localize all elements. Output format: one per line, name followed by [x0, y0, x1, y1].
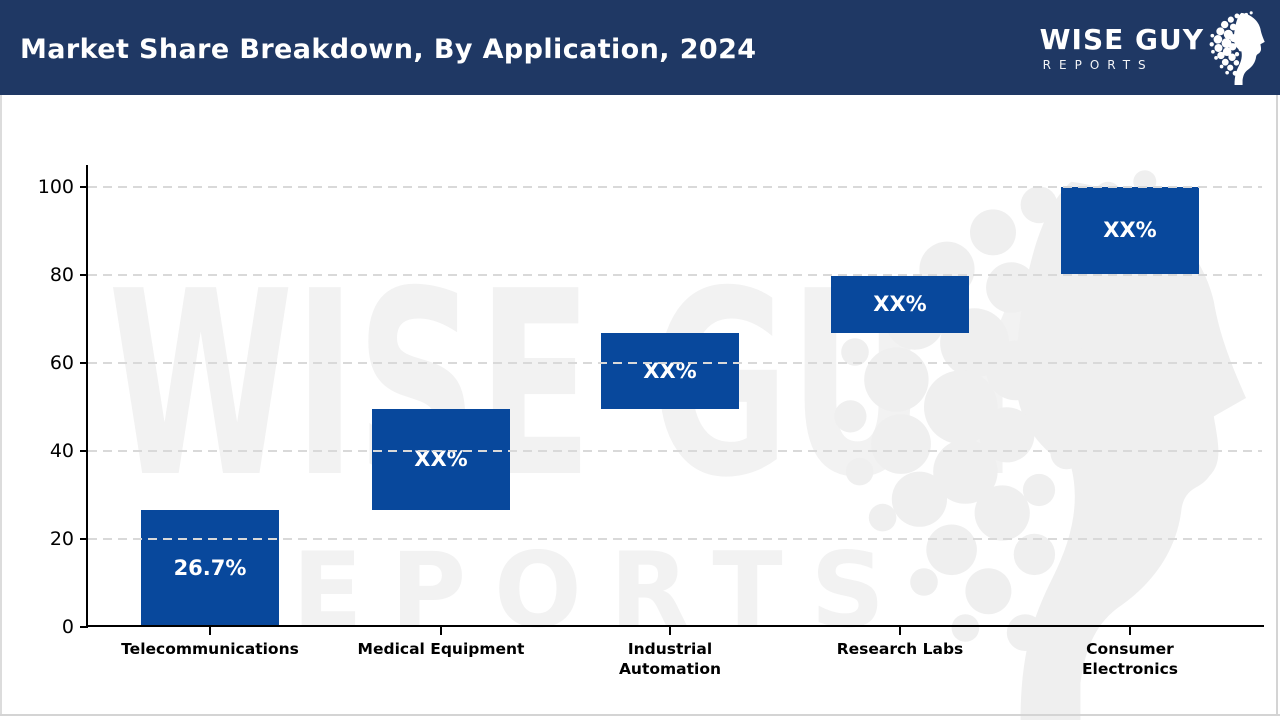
y-tick-label: 60 [49, 352, 74, 374]
bar-3: XX% [831, 275, 969, 333]
y-tick-mark [80, 538, 88, 540]
y-tick-label: 20 [49, 528, 74, 550]
category-label-4: Consumer Electronics [1081, 640, 1179, 678]
y-tick-mark [80, 274, 88, 276]
x-tick-mark [440, 627, 442, 635]
watermark-head-icon [834, 170, 1246, 720]
logo-wordmark: WISE GUY [1039, 22, 1204, 56]
logo-subtitle: REPORTS [1042, 57, 1154, 72]
page-bottom-border [0, 714, 1280, 716]
y-tick-label: 40 [49, 440, 74, 462]
gridline-40 [88, 450, 1262, 452]
category-label-3: Research Labs [836, 640, 964, 658]
gridline-100 [88, 186, 1262, 188]
y-tick-label: 100 [37, 176, 74, 198]
page-title: Market Share Breakdown, By Application, … [20, 34, 757, 65]
y-tick-label: 0 [61, 616, 74, 638]
bar-value-label: XX% [1103, 218, 1157, 243]
x-tick-mark [1129, 627, 1131, 635]
x-tick-mark [209, 627, 211, 635]
y-axis-line [86, 165, 88, 627]
header-bar: Market Share Breakdown, By Application, … [0, 0, 1280, 95]
wise-guy-reports-logo: WISE GUY REPORTS [1040, 8, 1268, 88]
bar-value-label: 26.7% [173, 556, 247, 581]
bar-1: XX% [372, 409, 510, 510]
page-left-border [0, 95, 2, 716]
gridline-20 [88, 538, 1262, 540]
page-right-border [1276, 95, 1278, 716]
watermark-subtitle: REPORTS [185, 531, 913, 651]
x-axis-line [86, 625, 1264, 627]
y-tick-label: 80 [49, 264, 74, 286]
bar-0: 26.7% [141, 509, 279, 627]
gridline-80 [88, 274, 1262, 276]
logo-text: WISE GUY REPORTS [1039, 22, 1204, 72]
gridline-60 [88, 362, 1262, 364]
x-tick-mark [669, 627, 671, 635]
y-tick-mark [80, 186, 88, 188]
y-tick-mark [80, 362, 88, 364]
category-label-2: Industrial Automation [618, 640, 722, 678]
category-label-0: Telecommunications [121, 640, 299, 658]
y-tick-mark [80, 450, 88, 452]
bar-4: XX% [1061, 187, 1199, 274]
bar-2: XX% [601, 332, 739, 410]
y-tick-mark [80, 626, 88, 628]
head-profile-icon [1209, 11, 1265, 85]
category-label-1: Medical Equipment [357, 640, 525, 658]
bar-value-label: XX% [873, 292, 927, 317]
x-tick-mark [899, 627, 901, 635]
